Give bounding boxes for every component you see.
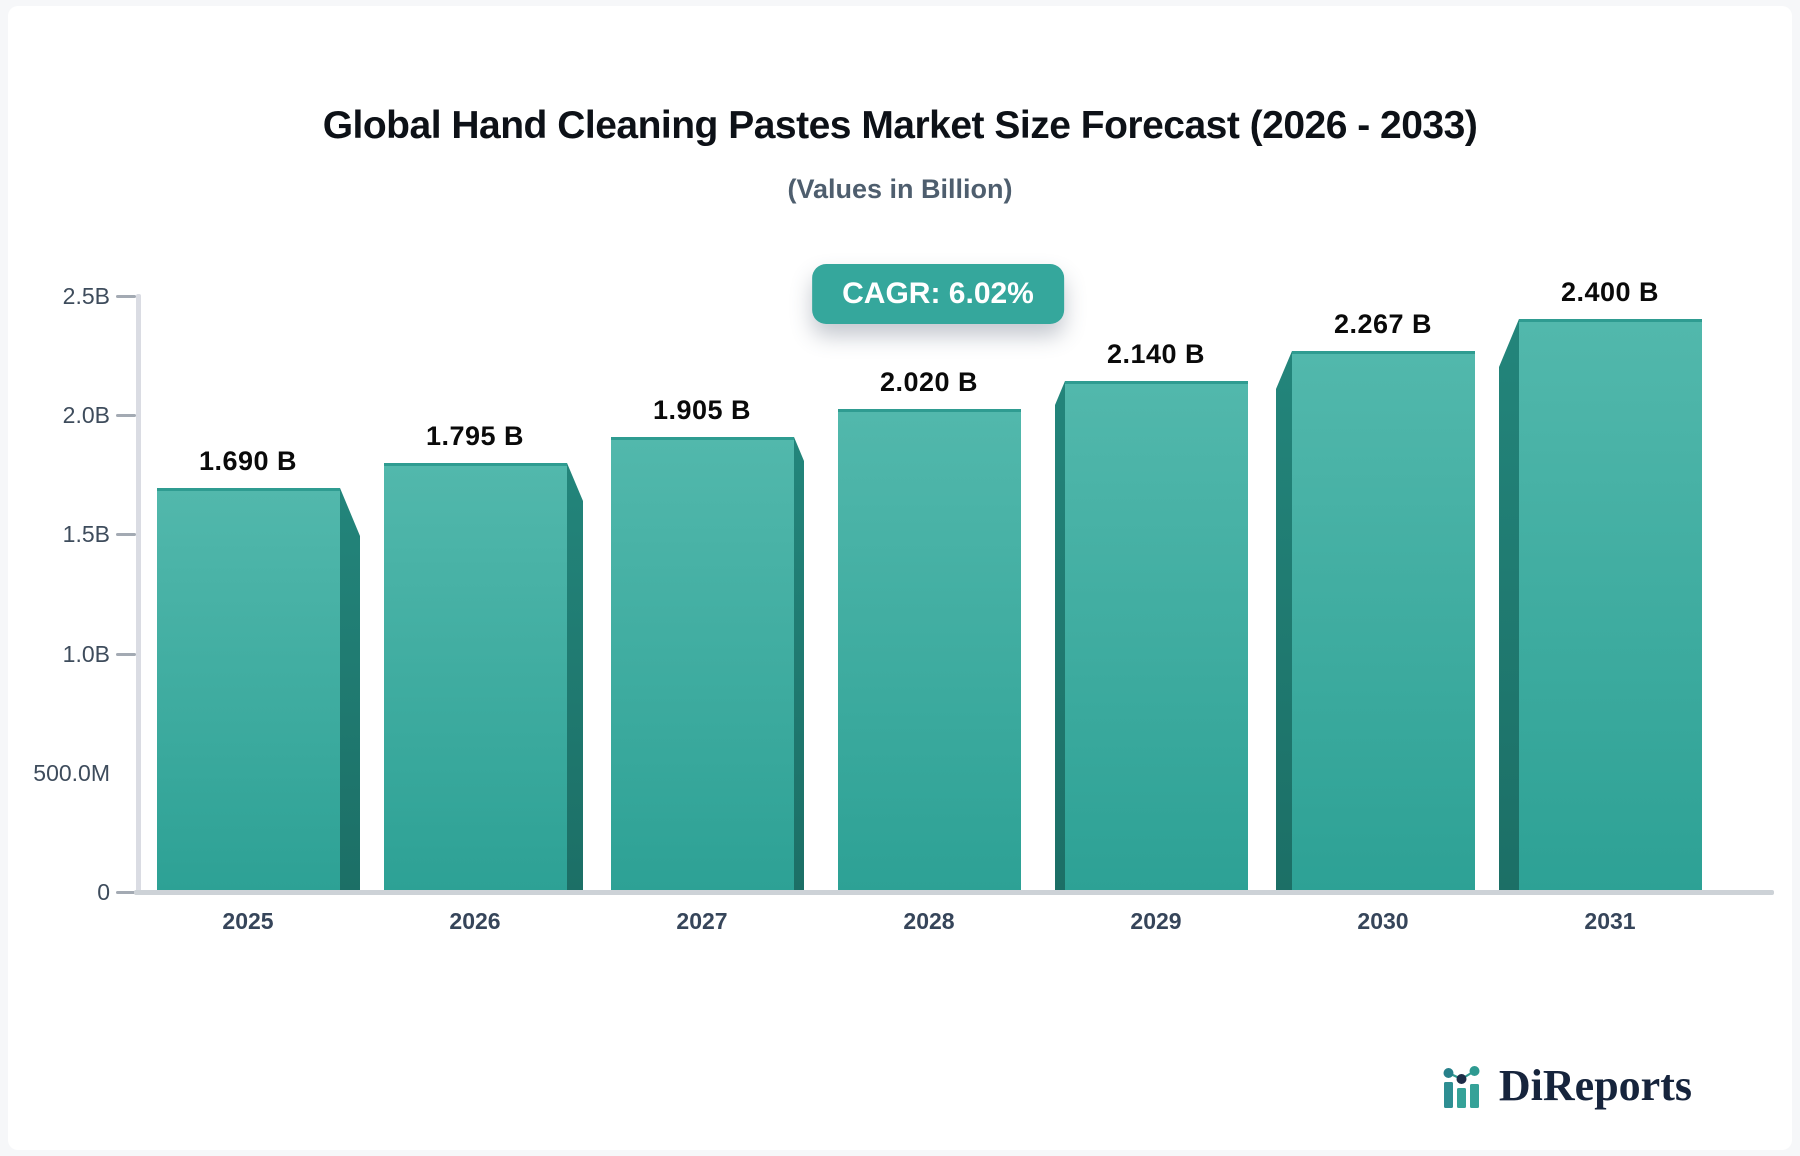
y-axis-tick bbox=[116, 891, 136, 894]
x-axis-label-2025: 2025 bbox=[222, 908, 274, 934]
bar-2025 bbox=[156, 488, 360, 891]
y-axis-label-0: 0 bbox=[97, 879, 110, 905]
bar-2027 bbox=[610, 437, 804, 891]
bar-2026 bbox=[383, 463, 583, 891]
bar-2031 bbox=[1498, 319, 1702, 891]
bar-value-label-2028: 2.020 B bbox=[879, 367, 979, 397]
y-axis-label-500.0M: 500.0M bbox=[33, 759, 110, 786]
y-axis-label-1.5B: 1.5B bbox=[62, 521, 110, 548]
y-axis-tick bbox=[116, 295, 136, 298]
bar-value-label-2029: 2.140 B bbox=[1106, 339, 1206, 369]
bar-2030 bbox=[1275, 351, 1475, 891]
brand-logo: DiReports bbox=[1442, 1060, 1692, 1108]
y-axis-label-2.5B: 2.5B bbox=[62, 283, 110, 309]
y-axis-tick bbox=[116, 414, 136, 418]
bar-value-label-2027: 1.905 B bbox=[652, 395, 752, 425]
bar-value-label-2031: 2.400 B bbox=[1560, 277, 1660, 307]
x-axis-label-2029: 2029 bbox=[1130, 908, 1182, 934]
bar-value-label-2030: 2.267 B bbox=[1333, 309, 1433, 339]
y-axis-tick bbox=[116, 652, 136, 656]
cagr-badge: CAGR: 6.02% bbox=[812, 264, 1064, 324]
chart-title: Global Hand Cleaning Pastes Market Size … bbox=[322, 104, 1478, 147]
cagr-badge-label: CAGR: 6.02% bbox=[842, 277, 1034, 310]
bar-2028 bbox=[837, 409, 1021, 891]
logo-text: DiReports bbox=[1498, 1061, 1692, 1110]
y-axis-label-1.0B: 1.0B bbox=[62, 640, 110, 667]
x-axis-label-2030: 2030 bbox=[1357, 908, 1409, 934]
bar-value-label-2025: 1.690 B bbox=[198, 446, 298, 476]
logo-chart-icon bbox=[1443, 1066, 1480, 1108]
x-axis-label-2026: 2026 bbox=[449, 908, 501, 934]
y-axis-line bbox=[136, 294, 141, 894]
x-axis-line bbox=[134, 890, 1774, 895]
bar-value-label-2026: 1.795 B bbox=[425, 421, 525, 451]
bar-2029 bbox=[1054, 381, 1248, 891]
chart-subtitle: (Values in Billion) bbox=[787, 174, 1013, 204]
x-axis-label-2031: 2031 bbox=[1584, 908, 1636, 934]
y-axis-tick bbox=[116, 533, 136, 537]
y-axis-label-2.0B: 2.0B bbox=[62, 402, 110, 429]
chart-card: Global Hand Cleaning Pastes Market Size … bbox=[8, 6, 1792, 1150]
x-axis-label-2027: 2027 bbox=[676, 908, 728, 934]
x-axis-label-2028: 2028 bbox=[903, 908, 955, 934]
